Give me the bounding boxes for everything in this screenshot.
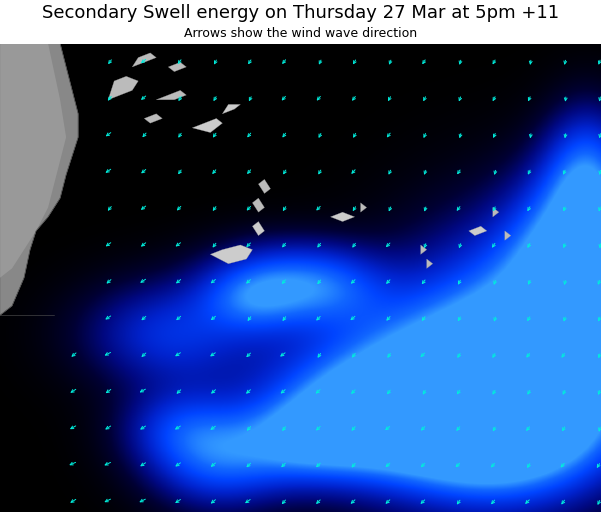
Polygon shape [505,231,511,240]
Polygon shape [192,118,222,133]
Polygon shape [0,44,78,315]
Polygon shape [252,198,264,212]
Polygon shape [421,245,427,254]
Polygon shape [132,53,156,67]
Polygon shape [469,226,487,236]
Polygon shape [156,90,186,100]
Polygon shape [427,259,433,268]
Polygon shape [361,203,367,212]
Polygon shape [258,179,270,194]
Polygon shape [144,114,162,123]
Polygon shape [331,212,355,222]
Polygon shape [0,44,66,278]
Polygon shape [222,104,240,114]
Text: Secondary Swell energy on Thursday 27 Mar at 5pm +11: Secondary Swell energy on Thursday 27 Ma… [42,4,559,22]
Polygon shape [210,245,252,264]
Polygon shape [168,62,186,72]
Text: Arrows show the wind wave direction: Arrows show the wind wave direction [184,28,417,40]
Polygon shape [108,76,138,100]
Polygon shape [493,207,499,217]
Polygon shape [252,222,264,236]
